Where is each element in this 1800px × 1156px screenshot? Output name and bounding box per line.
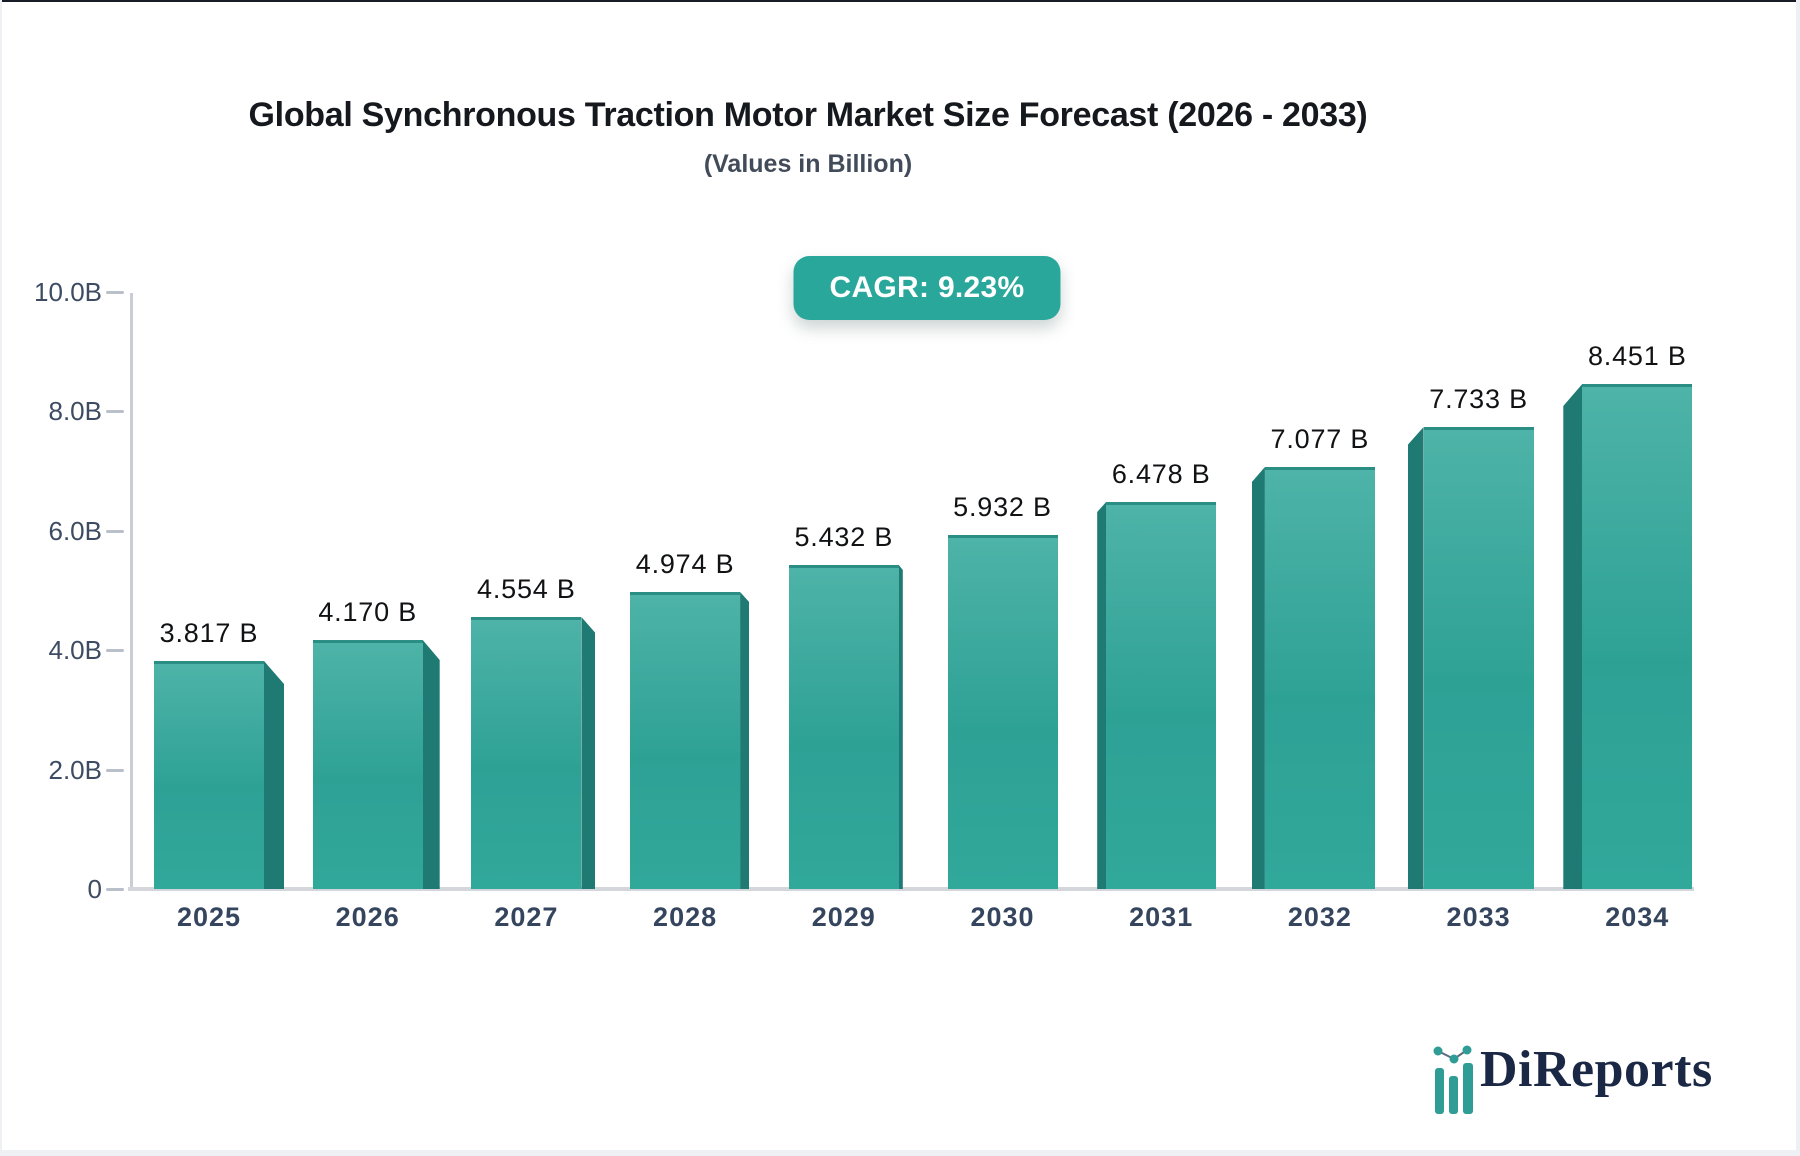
bar-value-label: 3.817 B [159,618,259,648]
x-tick-label-2032: 2032 [1287,902,1352,932]
bar-side-2027 [581,617,596,889]
bar-2032[interactable] [1264,467,1375,889]
bar-2033[interactable] [1423,427,1534,889]
cagr-badge: CAGR: 9.23% [793,256,1061,320]
bar-2034[interactable] [1582,384,1693,889]
bar-value-label: 8.451 B [1587,341,1687,371]
x-tick-label-2027: 2027 [494,902,559,932]
brand-name: DiReports [1480,1041,1713,1098]
bar-side-2032 [1251,467,1265,889]
x-axis-line [128,887,1694,891]
y-tick-dash [106,649,124,653]
y-tick-dash [106,529,124,533]
page-title: Global Synchronous Traction Motor Market… [248,96,1368,134]
x-tick-label-2025: 2025 [176,902,242,932]
x-tick-label-2026: 2026 [335,902,400,932]
page-subtitle: (Values in Billion) [703,150,913,178]
y-tick-label: 4.0B [48,635,103,666]
x-tick-label-2028: 2028 [653,902,718,932]
bar-2025[interactable] [154,661,264,889]
x-tick-label-2029: 2029 [811,902,876,932]
y-tick-label: 10.0B [34,277,102,307]
bar-2028[interactable] [630,592,741,889]
x-tick-label-2031: 2031 [1129,902,1194,932]
y-tick-dash [106,410,124,414]
y-tick-dash [106,768,124,772]
bar-side-2033 [1407,427,1424,889]
y-axis-line [130,293,133,889]
bar-2029[interactable] [788,565,899,889]
y-tick-dash [106,291,124,294]
bar-2027[interactable] [471,617,582,889]
bar-side-2025 [264,661,284,889]
bar-chart-logo-icon [1433,1045,1473,1114]
bar-side-2026 [422,640,440,889]
bar-side-2031 [1097,502,1107,889]
y-tick-label: 2.0B [48,754,103,785]
bar-side-2029 [898,565,903,889]
x-tick-label-2033: 2033 [1446,902,1511,932]
bar-side-2034 [1563,384,1583,889]
y-tick-label: 8.0B [48,396,103,427]
bar-side-2028 [740,592,750,889]
y-tick-label: 0 [87,874,102,904]
bar-value-label: 7.733 B [1429,384,1528,414]
y-tick-label: 6.0B [48,515,103,546]
bar-value-label: 4.170 B [318,597,418,627]
brand-logo: DiReports [1432,1040,1712,1120]
bar-value-label: 6.478 B [1111,459,1211,489]
bar-2030[interactable] [947,535,1058,889]
bar-2026[interactable] [312,640,423,889]
bar-value-label: 4.554 B [477,574,576,604]
bar-value-label: 5.432 B [794,522,894,552]
bar-value-label: 5.932 B [953,492,1052,522]
bar-value-label: 4.974 B [635,549,735,579]
bar-value-label: 7.077 B [1270,424,1370,454]
x-tick-label-2034: 2034 [1605,902,1670,932]
x-tick-label-2030: 2030 [970,902,1035,932]
bar-2031[interactable] [1106,502,1217,889]
y-tick-dash [106,888,124,891]
